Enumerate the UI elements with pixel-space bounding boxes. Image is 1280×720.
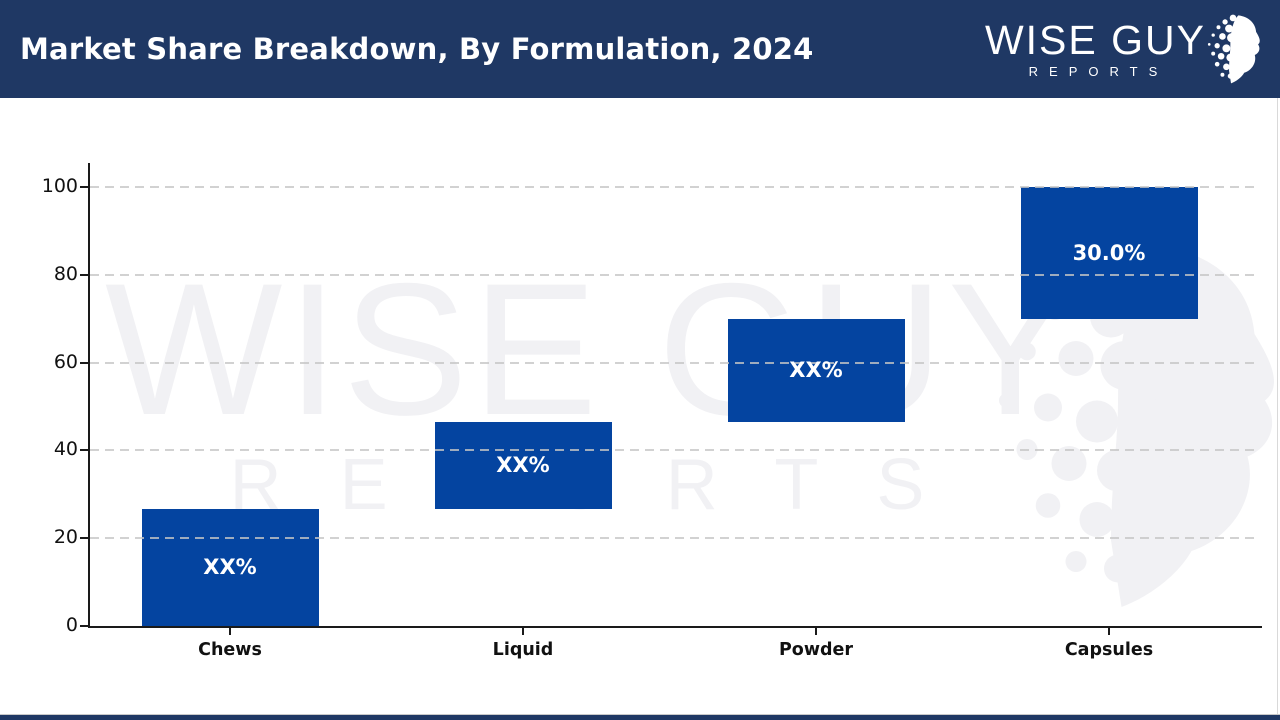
- y-tick-mark: [80, 537, 88, 540]
- y-tick-label: 60: [53, 350, 78, 373]
- y-tick-label: 0: [65, 614, 78, 636]
- bar-chews: [141, 508, 319, 626]
- y-tick-label: 80: [53, 262, 78, 285]
- x-tick-mark: [815, 628, 817, 635]
- bar-label-liquid: XX%: [496, 453, 550, 478]
- bar-powder: [727, 318, 905, 422]
- x-tick-label-liquid: Liquid: [492, 640, 554, 660]
- logo-name: WISE GUY: [984, 16, 1206, 63]
- bar-liquid: [434, 421, 612, 509]
- x-tick-label-capsules: Capsules: [1064, 640, 1154, 660]
- y-tick-mark: [80, 361, 88, 364]
- footer-bar: [0, 714, 1280, 720]
- chart-title: Market Share Breakdown, By Formulation, …: [20, 32, 814, 66]
- logo-wordmark: WISE GUY REPORTS: [984, 16, 1206, 79]
- y-tick-label: 40: [53, 438, 78, 461]
- gridline: [90, 537, 1258, 540]
- y-axis-spine: [88, 163, 90, 628]
- x-tick-mark: [522, 628, 524, 635]
- gridline: [90, 186, 1258, 188]
- bar-label-chews: XX%: [203, 555, 257, 580]
- bar-label-capsules: 30.0%: [1072, 240, 1146, 265]
- bar-label-powder: XX%: [789, 358, 843, 383]
- x-tick-label-powder: Powder: [778, 640, 854, 660]
- y-tick-label: 20: [53, 526, 78, 549]
- gridline: [90, 449, 1258, 452]
- x-tick-label-chews: Chews: [198, 640, 262, 660]
- y-tick-mark: [80, 625, 88, 627]
- y-tick-mark: [80, 186, 88, 188]
- x-axis-spine: [88, 626, 1262, 628]
- wiseguy-logo: WISE GUY REPORTS: [985, 10, 1266, 88]
- right-edge-divider: [1277, 98, 1278, 715]
- x-tick-mark: [229, 628, 231, 635]
- y-tick-mark: [80, 449, 88, 452]
- header-bar: Market Share Breakdown, By Formulation, …: [0, 0, 1280, 98]
- logo-subtitle: REPORTS: [1028, 63, 1169, 79]
- gridline: [90, 273, 1258, 276]
- x-tick-mark: [1108, 628, 1110, 635]
- y-tick-label: 100: [41, 175, 78, 197]
- gridline: [90, 361, 1258, 364]
- y-tick-mark: [80, 273, 88, 276]
